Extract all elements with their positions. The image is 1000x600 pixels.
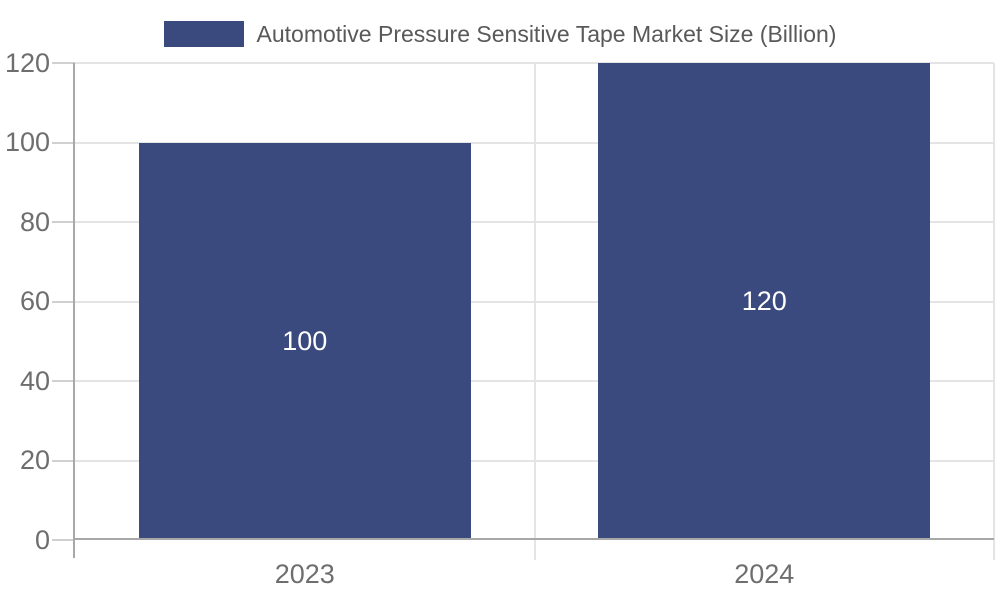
y-axis-line	[73, 63, 75, 558]
y-axis-tick	[52, 62, 75, 64]
legend-label: Automotive Pressure Sensitive Tape Marke…	[256, 20, 837, 47]
y-axis-tick-label: 80	[19, 206, 50, 237]
gridline-vertical	[533, 63, 536, 560]
legend-swatch-icon	[163, 21, 244, 47]
x-axis-tick-label: 2024	[734, 559, 795, 589]
y-axis-tick	[52, 539, 75, 541]
gridline-vertical	[993, 63, 995, 560]
x-axis-tick-label: 2023	[274, 559, 335, 589]
bar[interactable]: 100	[138, 142, 471, 540]
y-axis-tick	[52, 141, 75, 144]
y-axis-tick	[52, 221, 75, 223]
bar[interactable]: 120	[598, 63, 931, 540]
y-axis-tick-label: 120	[4, 47, 50, 78]
y-axis-tick	[52, 300, 75, 303]
y-axis-tick-label: 100	[4, 127, 50, 157]
y-axis-tick-label: 0	[34, 524, 50, 555]
bar-value-label: 100	[282, 325, 328, 356]
y-axis-tick	[52, 380, 75, 382]
y-axis-tick-label: 40	[19, 365, 50, 396]
x-axis-line	[73, 538, 994, 540]
plot-area: 100 120	[75, 62, 994, 540]
legend-item[interactable]: Automotive Pressure Sensitive Tape Marke…	[0, 14, 1000, 54]
y-axis-tick-label: 60	[19, 286, 50, 316]
y-axis-tick-label: 20	[19, 445, 50, 475]
y-axis-tick	[52, 459, 75, 462]
bar-value-label: 120	[741, 286, 787, 316]
